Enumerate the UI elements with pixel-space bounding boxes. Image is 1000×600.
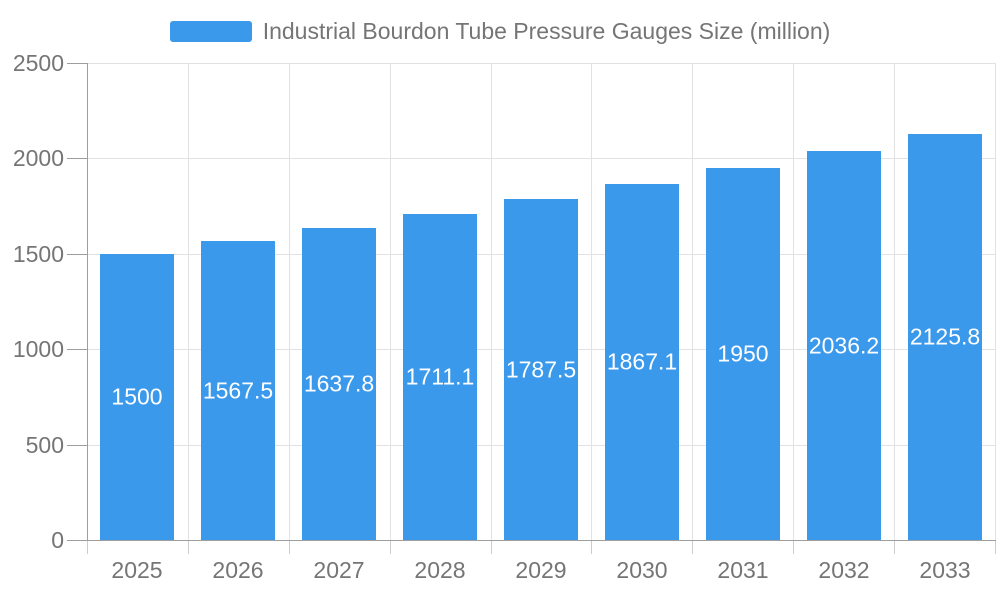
bar-value-label: 1787.5 [505, 356, 577, 382]
y-axis-tick [67, 158, 87, 159]
bar-2029[interactable]: 1787.5 [504, 199, 578, 540]
x-axis-tick [87, 541, 88, 554]
x-axis-tick [188, 541, 189, 554]
x-axis-tick [591, 541, 592, 554]
legend-label: Industrial Bourdon Tube Pressure Gauges … [262, 18, 831, 44]
x-axis-tick [491, 541, 492, 554]
gridline-vertical [491, 63, 492, 540]
x-axis-tick [692, 541, 693, 554]
y-axis-line [87, 63, 88, 554]
bar-2026[interactable]: 1567.5 [201, 241, 275, 540]
bar-2027[interactable]: 1637.8 [302, 228, 376, 540]
gridline-vertical [390, 63, 391, 540]
bar-2032[interactable]: 2036.2 [807, 151, 881, 540]
x-axis-tick-label: 2025 [111, 557, 163, 583]
bar-2033[interactable]: 2125.8 [908, 134, 982, 540]
x-axis-tick-label: 2026 [212, 557, 264, 583]
y-axis-tick [67, 540, 87, 541]
gridline-vertical [591, 63, 592, 540]
y-axis-tick-label: 0 [51, 527, 64, 553]
x-axis-tick [894, 541, 895, 554]
bar-value-label: 1950 [717, 340, 769, 367]
bar-2028[interactable]: 1711.1 [403, 214, 477, 540]
bar-2025[interactable]: 1500 [100, 254, 174, 540]
x-axis-tick-label: 2028 [414, 557, 466, 583]
y-axis-tick-label: 1000 [12, 336, 64, 362]
bar-value-label: 2036.2 [808, 332, 880, 358]
x-axis-tick [289, 541, 290, 554]
y-axis-tick-label: 2500 [12, 50, 64, 76]
bar-value-label: 1567.5 [202, 377, 274, 403]
y-axis-tick [67, 254, 87, 255]
x-axis-tick [390, 541, 391, 554]
chart-legend[interactable]: Industrial Bourdon Tube Pressure Gauges … [0, 16, 1000, 46]
y-axis-tick [67, 445, 87, 446]
x-axis-tick [995, 541, 996, 554]
legend-swatch [169, 20, 252, 42]
bar-value-label: 1500 [111, 383, 163, 410]
gridline-horizontal [87, 63, 995, 64]
y-axis-tick-label: 1500 [12, 241, 64, 267]
bar-value-label: 2125.8 [909, 323, 981, 350]
bar-value-label: 1711.1 [405, 363, 475, 390]
y-axis-tick-label: 2000 [12, 145, 64, 171]
x-axis-line [87, 540, 996, 541]
bar-value-label: 1867.1 [606, 348, 678, 375]
gridline-vertical [995, 63, 996, 540]
x-axis-tick-label: 2029 [515, 557, 567, 583]
gridline-vertical [188, 63, 189, 540]
y-axis-tick [67, 349, 87, 350]
gridline-vertical [289, 63, 290, 540]
gridline-horizontal [87, 158, 995, 159]
y-axis-tick-label: 500 [25, 432, 64, 458]
x-axis-tick-label: 2031 [717, 557, 769, 583]
x-axis-tick-label: 2027 [313, 557, 365, 583]
gridline-vertical [692, 63, 693, 540]
x-axis-tick-label: 2033 [919, 557, 971, 583]
bar-value-label: 1637.8 [303, 370, 375, 397]
y-axis-tick [67, 63, 87, 64]
plot-area: 1500 1567.5 1637.8 1711.1 1787.5 1867.1 1950 20… [87, 63, 996, 540]
x-axis-tick-label: 2030 [616, 557, 668, 583]
gridline-vertical [793, 63, 794, 540]
gridline-vertical [894, 63, 895, 540]
x-axis-tick [793, 541, 794, 554]
bar-2031[interactable]: 1950 [706, 168, 780, 540]
x-axis-tick-label: 2032 [818, 557, 870, 583]
bar-2030[interactable]: 1867.1 [605, 184, 679, 540]
